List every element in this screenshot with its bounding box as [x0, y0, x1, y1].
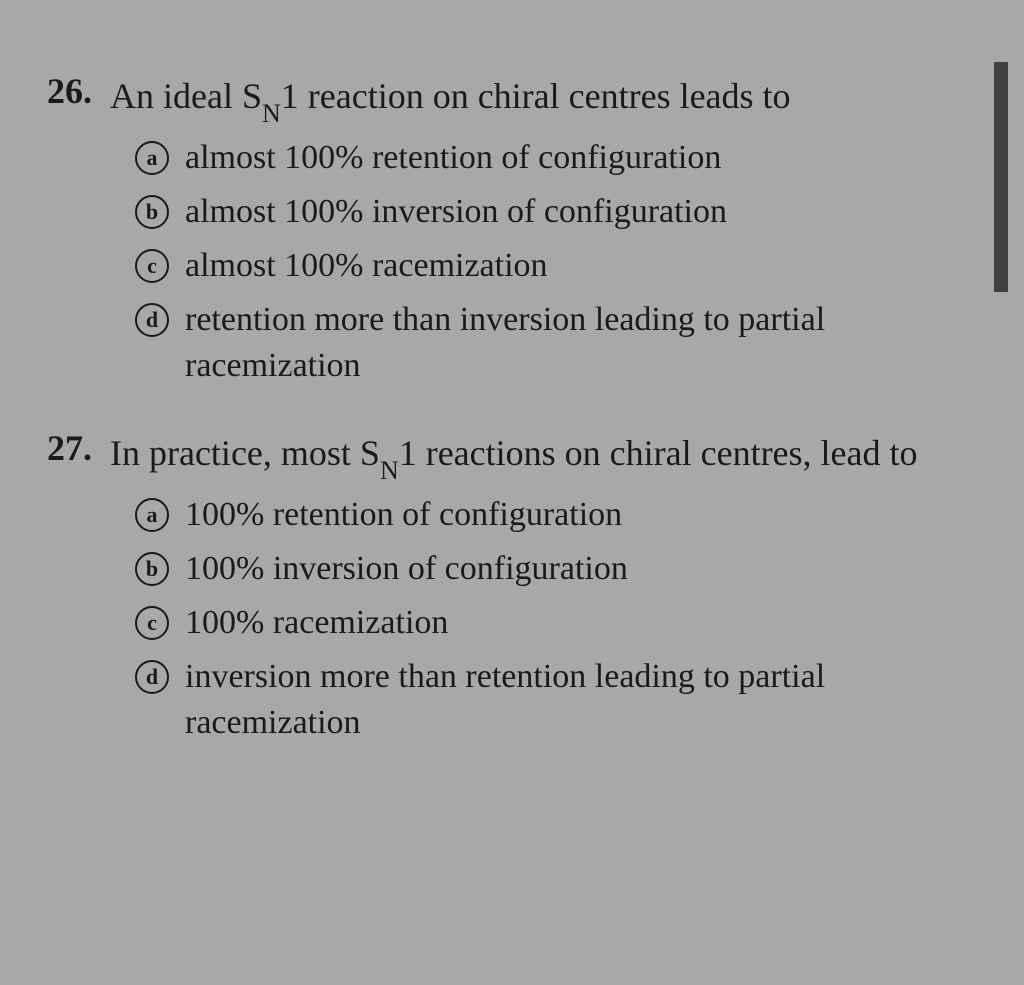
question-text: An ideal SN1 reaction on chiral centres …	[110, 70, 791, 125]
option-row-c: c 100% racemization	[135, 600, 994, 646]
option-row-c: c almost 100% racemization	[135, 243, 994, 289]
option-row-d: d retention more than inversion leading …	[135, 297, 994, 389]
right-side-bar	[994, 62, 1008, 292]
option-marker: c	[135, 249, 169, 283]
option-text: 100% inversion of configuration	[185, 546, 628, 592]
question-block-27: 27. In practice, most SN1 reactions on c…	[40, 427, 994, 746]
question-text-suffix: 1 reaction on chiral centres leads to	[281, 76, 791, 116]
question-text-subscript: N	[262, 99, 281, 128]
option-marker: b	[135, 552, 169, 586]
question-text-suffix: 1 reactions on chiral centres, lead to	[399, 433, 918, 473]
question-text-prefix: In practice, most S	[110, 433, 380, 473]
option-marker: a	[135, 141, 169, 175]
option-text: 100% racemization	[185, 600, 448, 646]
option-row-b: b 100% inversion of configuration	[135, 546, 994, 592]
question-number: 26.	[40, 70, 110, 112]
option-row-a: a 100% retention of configuration	[135, 492, 994, 538]
option-marker: b	[135, 195, 169, 229]
question-row: 27. In practice, most SN1 reactions on c…	[40, 427, 994, 482]
option-row-a: a almost 100% retention of configuration	[135, 135, 994, 181]
option-row-d: d inversion more than retention leading …	[135, 654, 994, 746]
content-area: 26. An ideal SN1 reaction on chiral cent…	[30, 70, 994, 745]
option-text: 100% retention of configuration	[185, 492, 622, 538]
option-text: almost 100% retention of configuration	[185, 135, 721, 181]
question-row: 26. An ideal SN1 reaction on chiral cent…	[40, 70, 994, 125]
question-text-subscript: N	[380, 456, 399, 485]
option-marker: d	[135, 303, 169, 337]
question-text: In practice, most SN1 reactions on chira…	[110, 427, 918, 482]
option-text: almost 100% racemization	[185, 243, 548, 289]
option-marker: a	[135, 498, 169, 532]
option-text: almost 100% inversion of configuration	[185, 189, 727, 235]
question-block-26: 26. An ideal SN1 reaction on chiral cent…	[40, 70, 994, 389]
question-text-prefix: An ideal S	[110, 76, 262, 116]
option-marker: d	[135, 660, 169, 694]
option-row-b: b almost 100% inversion of configuration	[135, 189, 994, 235]
options-list: a 100% retention of configuration b 100%…	[40, 492, 994, 745]
options-list: a almost 100% retention of configuration…	[40, 135, 994, 388]
option-text: inversion more than retention leading to…	[185, 654, 965, 746]
option-text: retention more than inversion leading to…	[185, 297, 965, 389]
question-number: 27.	[40, 427, 110, 469]
option-marker: c	[135, 606, 169, 640]
